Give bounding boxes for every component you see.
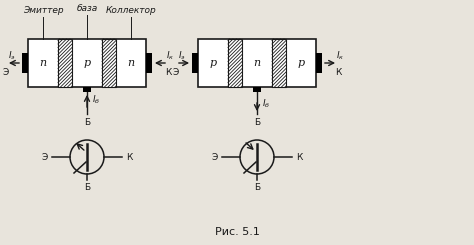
Text: Э: Э — [42, 152, 48, 161]
Bar — [102, 39, 116, 87]
Text: Э: Э — [211, 152, 218, 161]
Text: Б: Б — [84, 118, 90, 127]
Text: $I_к$: $I_к$ — [166, 50, 174, 62]
Text: n: n — [128, 58, 135, 68]
Text: $I_к$: $I_к$ — [336, 50, 345, 62]
Bar — [316, 53, 322, 73]
Text: Рис. 5.1: Рис. 5.1 — [215, 227, 259, 237]
Text: Коллектор: Коллектор — [106, 6, 156, 15]
Bar — [253, 87, 261, 92]
Text: Б: Б — [254, 183, 260, 192]
Text: К: К — [126, 152, 132, 161]
Text: $I_э$: $I_э$ — [178, 50, 186, 62]
Text: $I_э$: $I_э$ — [8, 50, 16, 62]
Bar — [198, 39, 316, 87]
Text: К: К — [335, 68, 341, 77]
Text: n: n — [254, 58, 261, 68]
Text: n: n — [39, 58, 46, 68]
Text: p: p — [210, 58, 217, 68]
Bar — [272, 39, 286, 87]
Text: $I_б$: $I_б$ — [262, 97, 270, 110]
Text: Б: Б — [84, 183, 90, 192]
Bar — [22, 53, 28, 73]
Text: К: К — [165, 68, 171, 77]
Text: Э: Э — [173, 68, 179, 77]
Bar — [146, 53, 152, 73]
Bar — [192, 53, 198, 73]
Text: Б: Б — [254, 118, 260, 127]
Text: база: база — [76, 4, 98, 13]
Bar — [28, 39, 146, 87]
Bar — [83, 87, 91, 92]
Text: Эмиттер: Эмиттер — [23, 6, 64, 15]
Text: $I_б$: $I_б$ — [92, 94, 100, 107]
Text: p: p — [298, 58, 305, 68]
Text: p: p — [83, 58, 91, 68]
Bar — [228, 39, 242, 87]
Text: К: К — [296, 152, 302, 161]
Text: Э: Э — [3, 68, 9, 77]
Bar — [58, 39, 72, 87]
